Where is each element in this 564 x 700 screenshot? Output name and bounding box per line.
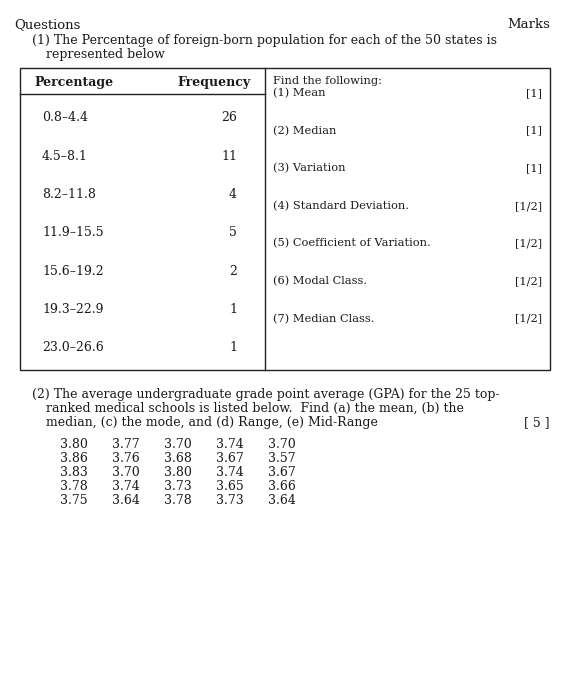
Text: 8.2–11.8: 8.2–11.8	[42, 188, 96, 201]
Text: (2) Median: (2) Median	[273, 125, 336, 136]
Text: (3) Variation: (3) Variation	[273, 163, 346, 174]
Text: 11.9–15.5: 11.9–15.5	[42, 226, 104, 239]
Text: [1/2]: [1/2]	[515, 314, 542, 323]
Text: 3.75: 3.75	[60, 494, 87, 507]
Text: ranked medical schools is listed below.  Find (a) the mean, (b) the: ranked medical schools is listed below. …	[46, 402, 464, 415]
Text: 3.74: 3.74	[216, 438, 244, 451]
Text: 3.76: 3.76	[112, 452, 140, 465]
Text: represented below: represented below	[46, 48, 165, 61]
Text: (4) Standard Deviation.: (4) Standard Deviation.	[273, 201, 409, 211]
Text: 3.70: 3.70	[268, 438, 296, 451]
Text: [1]: [1]	[526, 125, 542, 136]
Text: 26: 26	[221, 111, 237, 125]
Text: Frequency: Frequency	[178, 76, 251, 89]
Text: 23.0–26.6: 23.0–26.6	[42, 341, 104, 354]
Text: Questions: Questions	[14, 18, 81, 31]
Text: 3.78: 3.78	[164, 494, 192, 507]
Text: [1/2]: [1/2]	[515, 239, 542, 248]
Text: 5: 5	[229, 226, 237, 239]
Text: 3.66: 3.66	[268, 480, 296, 493]
Text: 3.70: 3.70	[112, 466, 140, 479]
Text: (2) The average undergraduate grade point average (GPA) for the 25 top-: (2) The average undergraduate grade poin…	[32, 388, 500, 401]
Text: 3.73: 3.73	[216, 494, 244, 507]
Text: 0.8–4.4: 0.8–4.4	[42, 111, 88, 125]
Text: 3.74: 3.74	[216, 466, 244, 479]
Text: 3.67: 3.67	[268, 466, 296, 479]
Text: 3.77: 3.77	[112, 438, 140, 451]
Text: 3.57: 3.57	[268, 452, 296, 465]
Text: 15.6–19.2: 15.6–19.2	[42, 265, 104, 277]
Text: (7) Median Class.: (7) Median Class.	[273, 314, 374, 324]
Text: 3.70: 3.70	[164, 438, 192, 451]
Text: 2: 2	[229, 265, 237, 277]
Text: Marks: Marks	[507, 18, 550, 31]
Text: [1/2]: [1/2]	[515, 201, 542, 211]
Text: 19.3–22.9: 19.3–22.9	[42, 303, 104, 316]
Text: (1) The Percentage of foreign-born population for each of the 50 states is: (1) The Percentage of foreign-born popul…	[32, 34, 497, 47]
Text: 3.64: 3.64	[112, 494, 140, 507]
Text: 3.86: 3.86	[60, 452, 88, 465]
Text: 11: 11	[221, 150, 237, 162]
Bar	[20, 68, 550, 370]
Text: 1: 1	[229, 303, 237, 316]
Text: 3.80: 3.80	[60, 438, 88, 451]
Text: [1]: [1]	[526, 88, 542, 98]
Text: 3.78: 3.78	[60, 480, 88, 493]
Text: 3.80: 3.80	[164, 466, 192, 479]
Text: (5) Coefficient of Variation.: (5) Coefficient of Variation.	[273, 239, 431, 248]
Text: 1: 1	[229, 341, 237, 354]
Text: 4: 4	[229, 188, 237, 201]
Text: 3.73: 3.73	[164, 480, 192, 493]
Text: (6) Modal Class.: (6) Modal Class.	[273, 276, 367, 286]
Text: [ 5 ]: [ 5 ]	[525, 416, 550, 429]
Text: 3.68: 3.68	[164, 452, 192, 465]
Text: 4.5–8.1: 4.5–8.1	[42, 150, 88, 162]
Text: 3.65: 3.65	[216, 480, 244, 493]
Text: [1]: [1]	[526, 163, 542, 173]
Text: Percentage: Percentage	[34, 76, 113, 89]
Text: 3.64: 3.64	[268, 494, 296, 507]
Text: (1) Mean: (1) Mean	[273, 88, 325, 98]
Text: 3.74: 3.74	[112, 480, 140, 493]
Text: median, (c) the mode, and (d) Range, (e) Mid-Range: median, (c) the mode, and (d) Range, (e)…	[46, 416, 378, 429]
Text: 3.83: 3.83	[60, 466, 88, 479]
Text: Find the following:: Find the following:	[273, 76, 382, 86]
Text: [1/2]: [1/2]	[515, 276, 542, 286]
Text: 3.67: 3.67	[216, 452, 244, 465]
